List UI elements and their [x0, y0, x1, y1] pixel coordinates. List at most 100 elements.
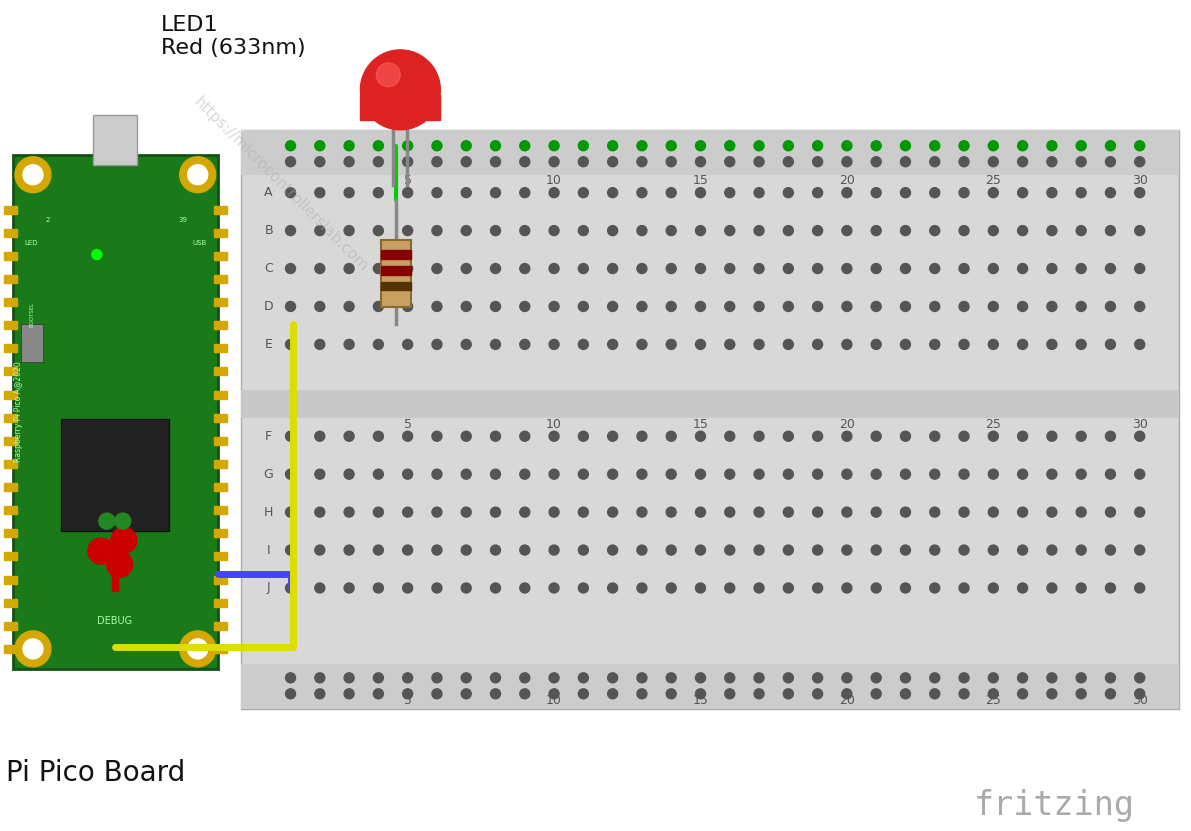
Bar [361, 95, 441, 120]
Circle shape [842, 263, 852, 273]
Circle shape [989, 583, 998, 593]
Circle shape [725, 339, 735, 349]
Circle shape [579, 140, 588, 150]
Circle shape [519, 140, 530, 150]
Circle shape [286, 545, 295, 555]
Circle shape [1077, 225, 1086, 236]
Circle shape [374, 339, 384, 349]
Circle shape [812, 431, 823, 441]
Circle shape [725, 431, 735, 441]
Circle shape [491, 188, 500, 198]
Circle shape [519, 545, 530, 555]
Circle shape [461, 302, 472, 312]
Circle shape [549, 188, 559, 198]
Circle shape [1047, 673, 1056, 683]
Circle shape [900, 225, 910, 236]
Circle shape [314, 545, 325, 555]
Circle shape [461, 140, 472, 150]
Circle shape [725, 583, 735, 593]
Circle shape [374, 302, 384, 312]
Circle shape [519, 583, 530, 593]
Circle shape [959, 225, 969, 236]
Circle shape [696, 188, 705, 198]
Circle shape [842, 140, 852, 150]
Circle shape [930, 431, 940, 441]
Circle shape [1135, 545, 1145, 555]
Circle shape [842, 157, 852, 167]
Circle shape [1105, 188, 1116, 198]
Circle shape [637, 140, 647, 150]
Text: DEBUG: DEBUG [98, 616, 132, 626]
Circle shape [519, 431, 530, 441]
Circle shape [725, 225, 735, 236]
Circle shape [784, 188, 793, 198]
Bar [213, 483, 226, 491]
Circle shape [114, 513, 131, 529]
Circle shape [784, 339, 793, 349]
Circle shape [579, 157, 588, 167]
Circle shape [871, 673, 881, 683]
Circle shape [286, 339, 295, 349]
Circle shape [930, 507, 940, 517]
Text: USB: USB [193, 239, 207, 246]
Circle shape [812, 188, 823, 198]
Circle shape [519, 302, 530, 312]
Circle shape [286, 225, 295, 236]
Circle shape [432, 507, 442, 517]
Circle shape [842, 507, 852, 517]
Circle shape [900, 545, 910, 555]
Circle shape [1105, 689, 1116, 699]
Circle shape [666, 507, 676, 517]
Circle shape [959, 157, 969, 167]
Circle shape [842, 583, 852, 593]
Circle shape [871, 140, 881, 150]
Circle shape [344, 140, 354, 150]
Circle shape [461, 431, 472, 441]
Circle shape [432, 689, 442, 699]
Circle shape [314, 188, 325, 198]
Text: I: I [267, 543, 270, 557]
Circle shape [403, 263, 412, 273]
Circle shape [959, 583, 969, 593]
Circle shape [344, 339, 354, 349]
Circle shape [403, 225, 412, 236]
Bar [213, 576, 226, 583]
Bar [241, 130, 1179, 175]
Circle shape [959, 302, 969, 312]
Circle shape [1047, 302, 1056, 312]
Circle shape [1017, 673, 1028, 683]
Bar [4, 576, 17, 583]
Circle shape [180, 157, 216, 193]
Circle shape [344, 188, 354, 198]
Circle shape [432, 263, 442, 273]
Circle shape [286, 507, 295, 517]
Circle shape [607, 673, 618, 683]
Circle shape [579, 302, 588, 312]
Circle shape [1135, 225, 1145, 236]
Circle shape [930, 689, 940, 699]
Circle shape [725, 263, 735, 273]
Text: 20: 20 [838, 418, 855, 430]
Circle shape [1105, 507, 1116, 517]
Circle shape [344, 507, 354, 517]
Circle shape [607, 339, 618, 349]
Circle shape [549, 339, 559, 349]
Bar [4, 506, 17, 514]
Text: Raspberry Pi Pico A@2020: Raspberry Pi Pico A@2020 [14, 361, 24, 462]
Circle shape [930, 545, 940, 555]
Circle shape [549, 583, 559, 593]
Circle shape [88, 538, 114, 564]
Circle shape [491, 225, 500, 236]
Circle shape [579, 583, 588, 593]
Bar [112, 573, 118, 591]
Text: 15: 15 [692, 418, 709, 430]
Circle shape [1105, 339, 1116, 349]
Text: 5: 5 [404, 418, 412, 430]
Circle shape [666, 188, 676, 198]
Circle shape [286, 188, 295, 198]
Circle shape [1047, 263, 1056, 273]
Circle shape [959, 689, 969, 699]
Circle shape [549, 263, 559, 273]
Circle shape [842, 673, 852, 683]
Circle shape [107, 543, 123, 559]
